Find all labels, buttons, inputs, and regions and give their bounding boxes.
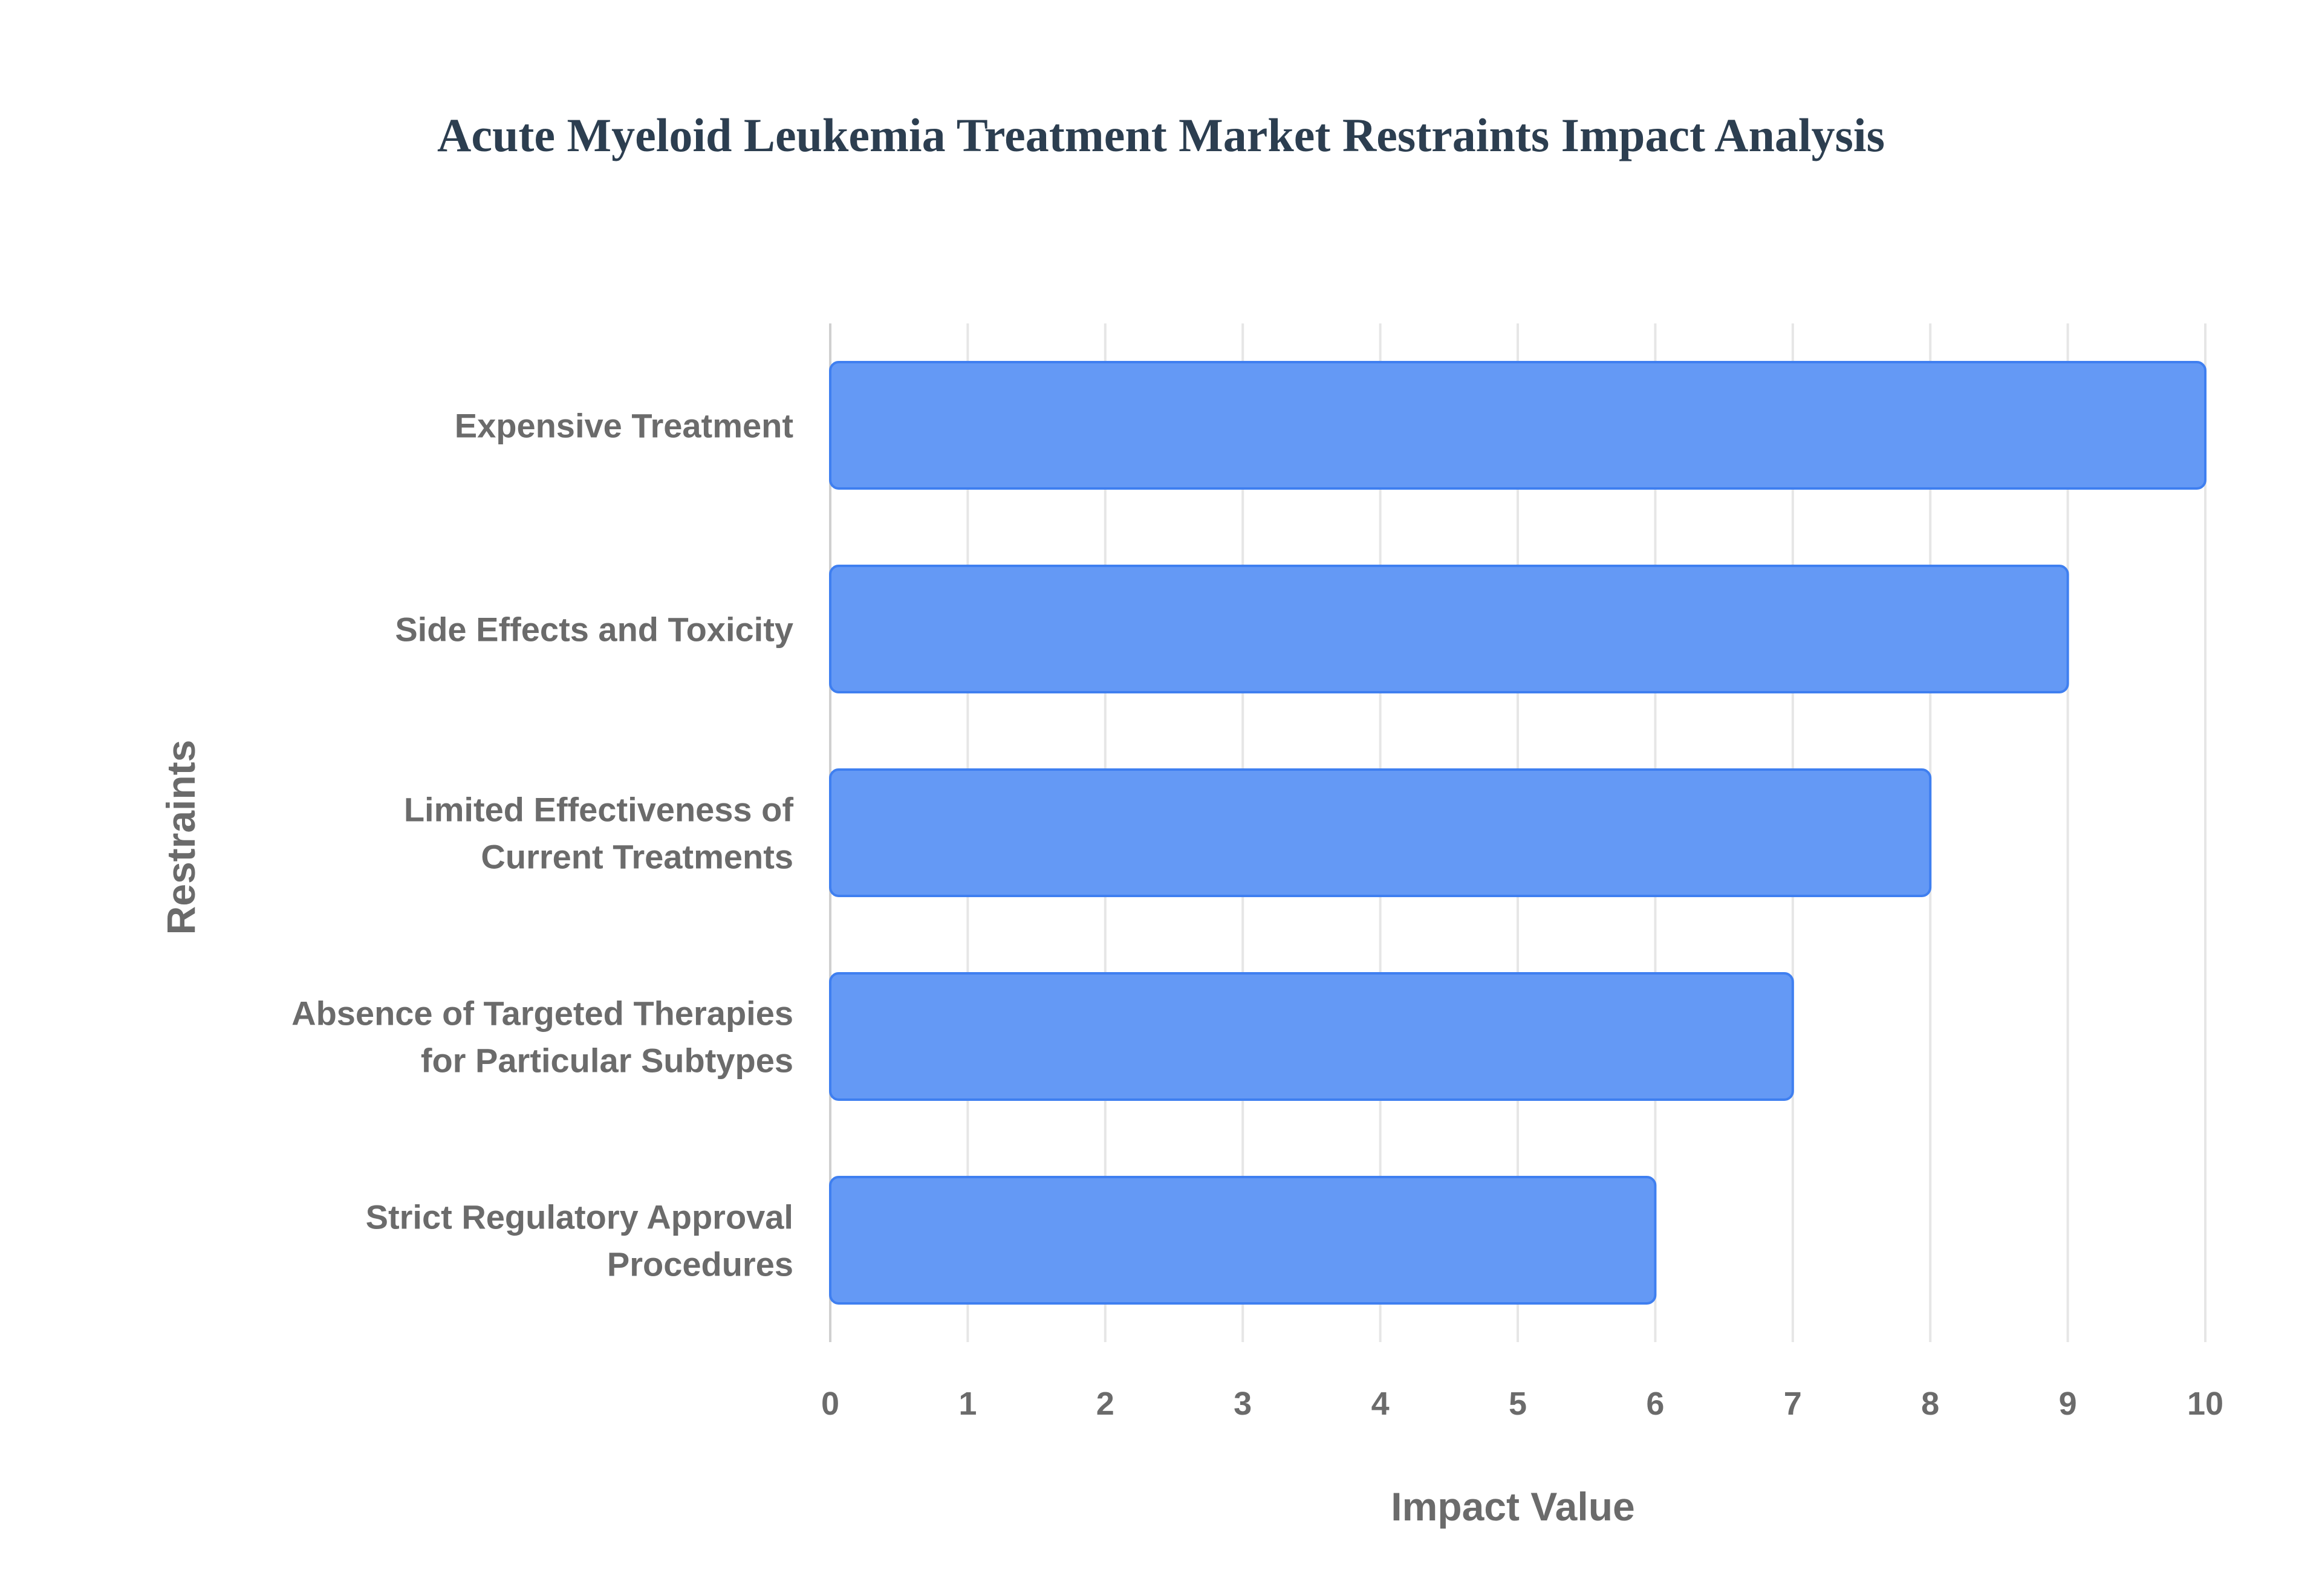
x-tick-label: 2	[1096, 1386, 1114, 1422]
x-tick-label: 8	[1921, 1386, 1939, 1422]
category-label: Side Effects and Toxicity	[395, 611, 793, 649]
x-tick-label: 5	[1509, 1386, 1527, 1422]
x-tick-label: 4	[1371, 1386, 1390, 1422]
x-tick-label: 0	[821, 1386, 839, 1422]
x-tick-labels: 0 1 2 3 4 5 6 7 8 9 10	[821, 1386, 2223, 1422]
x-tick-label: 3	[1234, 1386, 1252, 1422]
x-axis-title: Impact Value	[1391, 1484, 1635, 1529]
x-tick-label: 7	[1784, 1386, 1802, 1422]
category-label: Limited Effectiveness of Current Treatmen…	[404, 791, 794, 876]
x-tick-label: 9	[2059, 1386, 2077, 1422]
y-axis-title: Restraints	[158, 740, 203, 935]
chart-title: Acute Myeloid Leukemia Treatment Market …	[437, 109, 1885, 161]
x-tick-label: 1	[958, 1386, 977, 1422]
bars	[829, 361, 2207, 1305]
bar	[829, 565, 2069, 693]
bar	[829, 1176, 1657, 1305]
category-label: Expensive Treatment	[455, 407, 793, 445]
category-labels: Expensive Treatment Side Effects and Toxi…	[291, 407, 793, 1283]
bar	[829, 768, 1932, 897]
bar	[829, 361, 2207, 490]
category-label: Strict Regulatory Approval Procedures	[366, 1198, 793, 1283]
x-tick-label: 10	[2187, 1386, 2223, 1422]
bar	[829, 972, 1794, 1101]
category-label: Absence of Targeted Therapies for Particu…	[291, 994, 793, 1080]
x-tick-label: 6	[1646, 1386, 1664, 1422]
